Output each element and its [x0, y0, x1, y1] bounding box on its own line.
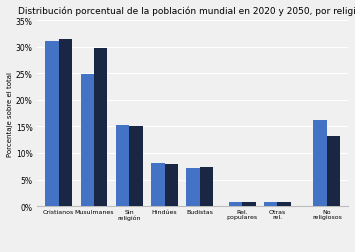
- Bar: [200, 167, 213, 206]
- Bar: [327, 137, 340, 206]
- Bar: [81, 75, 94, 206]
- Y-axis label: Porcentaje sobre el total: Porcentaje sobre el total: [7, 71, 13, 156]
- Bar: [278, 202, 291, 206]
- Bar: [116, 126, 129, 206]
- Bar: [242, 202, 256, 206]
- Bar: [59, 40, 72, 206]
- Bar: [164, 164, 178, 206]
- Bar: [313, 120, 327, 206]
- Bar: [151, 163, 164, 206]
- Bar: [264, 202, 278, 206]
- Bar: [94, 49, 107, 206]
- Title: Distribución porcentual de la población mundial en 2020 y 2050, por religión: Distribución porcentual de la población …: [18, 7, 355, 16]
- Bar: [45, 42, 59, 206]
- Bar: [229, 202, 242, 206]
- Bar: [186, 169, 200, 206]
- Bar: [129, 127, 143, 206]
